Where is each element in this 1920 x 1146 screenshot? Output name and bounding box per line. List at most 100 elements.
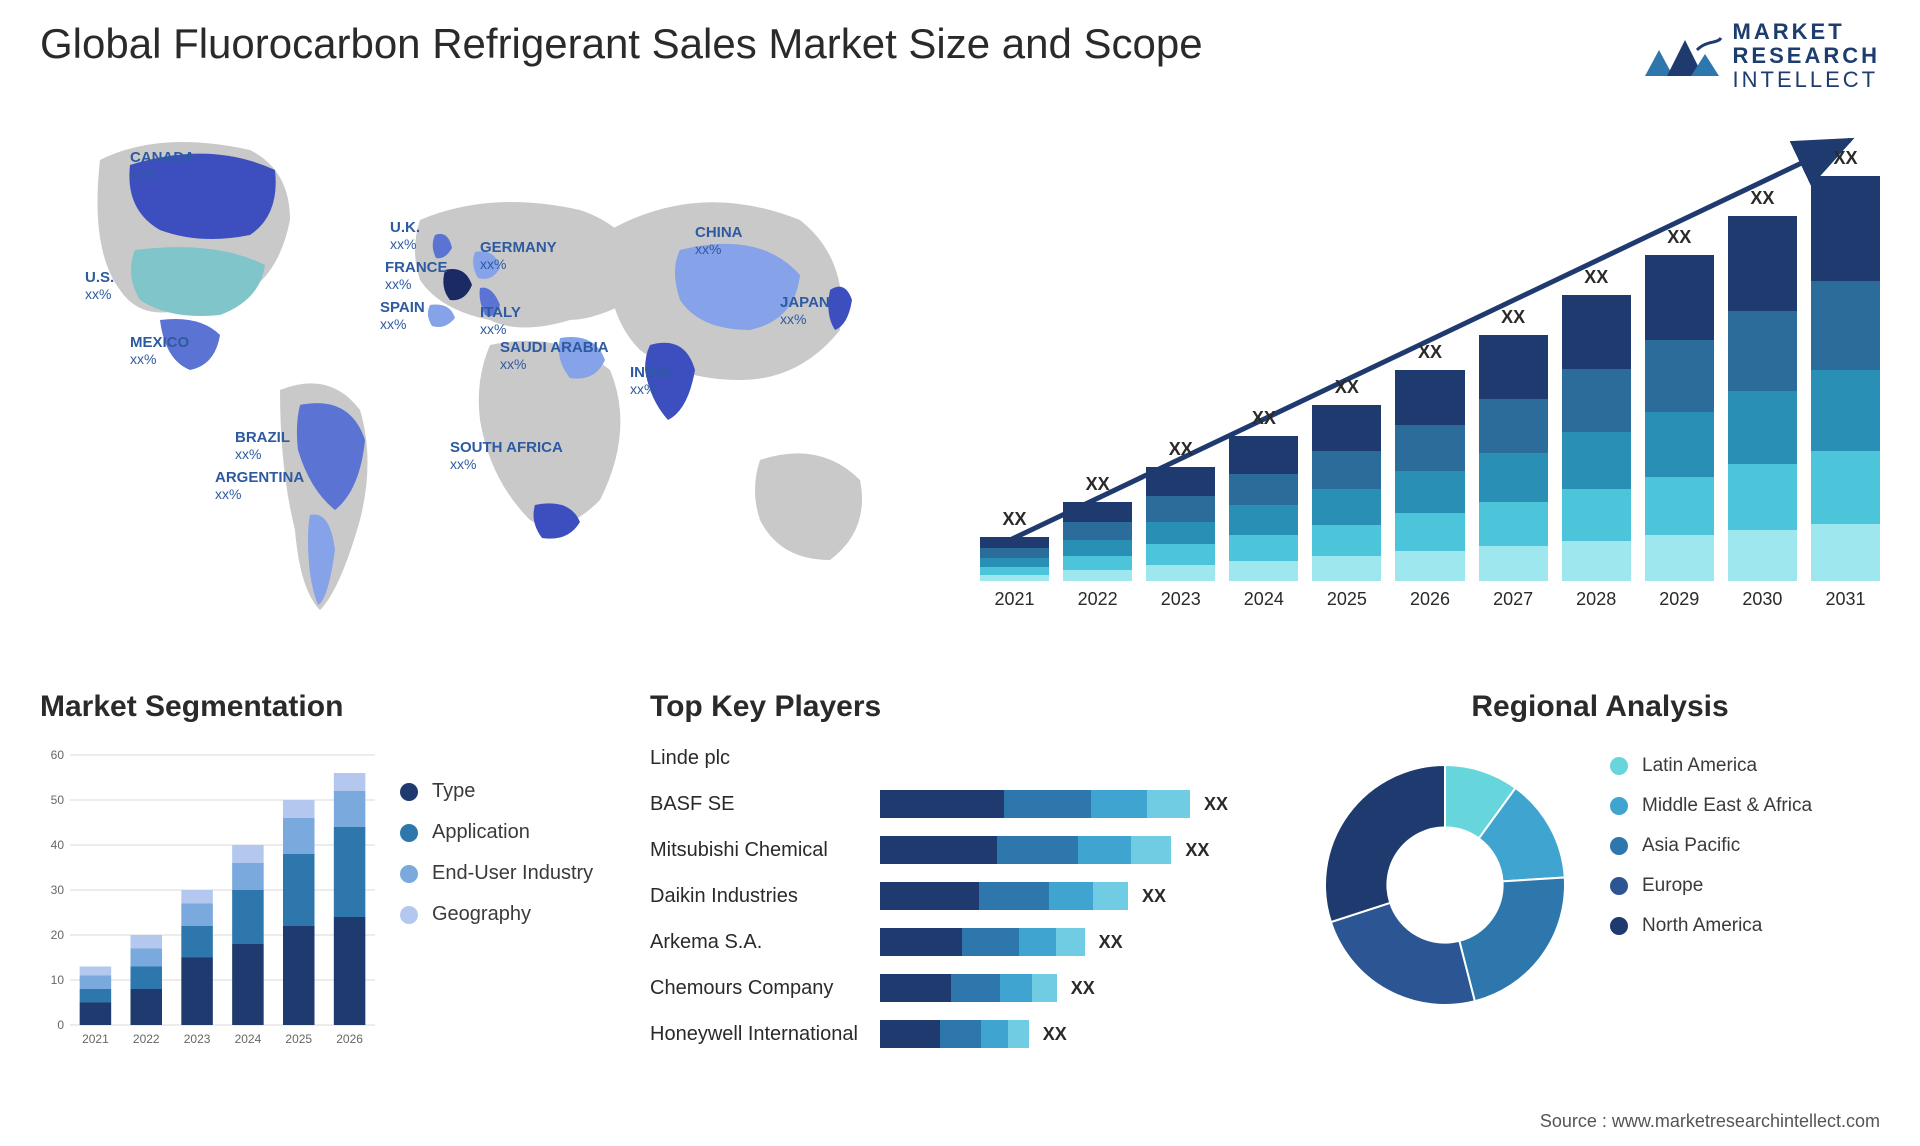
year-label: 2026 <box>1410 589 1450 610</box>
main-bar: XX <box>1063 502 1132 581</box>
svg-text:2026: 2026 <box>336 1032 363 1046</box>
world-map: CANADAxx%U.S.xx%MEXICOxx%BRAZILxx%ARGENT… <box>40 120 920 660</box>
main-bar: XX <box>1395 370 1464 581</box>
key-player-value: XX <box>1185 840 1209 861</box>
svg-text:30: 30 <box>51 883 65 897</box>
main-bar-column: XX2029 <box>1645 255 1714 610</box>
key-player-bar <box>880 882 1128 910</box>
year-label: 2021 <box>995 589 1035 610</box>
key-player-bar <box>880 974 1057 1002</box>
country-label: MEXICOxx% <box>130 335 189 367</box>
svg-text:20: 20 <box>51 928 65 942</box>
year-label: 2023 <box>1161 589 1201 610</box>
bar-value-label: XX <box>1833 148 1857 169</box>
country-label: U.S.xx% <box>85 270 114 302</box>
key-player-row: Daikin Industries XX <box>650 878 1270 914</box>
svg-text:0: 0 <box>57 1018 64 1032</box>
country-label: CHINAxx% <box>695 225 743 257</box>
key-player-name: Arkema S.A. <box>650 931 880 954</box>
key-player-value: XX <box>1043 1024 1067 1045</box>
year-label: 2025 <box>1327 589 1367 610</box>
svg-text:2025: 2025 <box>285 1032 312 1046</box>
legend-item: Geography <box>400 903 640 926</box>
country-label: U.K.xx% <box>390 220 420 252</box>
year-label: 2028 <box>1576 589 1616 610</box>
bar-value-label: XX <box>1501 307 1525 328</box>
svg-text:2023: 2023 <box>184 1032 211 1046</box>
bar-value-label: XX <box>1418 342 1442 363</box>
key-player-bar <box>880 790 1190 818</box>
country-label: SAUDI ARABIAxx% <box>500 340 609 372</box>
brand-logo: MARKET RESEARCH INTELLECT <box>1643 20 1880 93</box>
key-player-name: Mitsubishi Chemical <box>650 839 880 862</box>
segmentation-title: Market Segmentation <box>40 690 660 724</box>
key-player-value: XX <box>1071 978 1095 999</box>
key-player-row: Mitsubishi Chemical XX <box>650 832 1270 868</box>
regional-donut <box>1310 750 1580 1020</box>
main-growth-chart: XX2021XX2022XX2023XX2024XX2025XX2026XX20… <box>980 120 1880 650</box>
year-label: 2024 <box>1244 589 1284 610</box>
logo-text: MARKET RESEARCH INTELLECT <box>1733 20 1880 93</box>
main-bar-column: XX 2023 <box>1146 467 1215 610</box>
main-bar: XX <box>1146 467 1215 581</box>
regional-section: Regional Analysis Latin AmericaMiddle Ea… <box>1310 690 1890 1060</box>
main-bar-column: XX2025 <box>1312 405 1381 610</box>
bar-value-label: XX <box>1335 377 1359 398</box>
regional-legend: Latin AmericaMiddle East & AfricaAsia Pa… <box>1610 755 1870 955</box>
key-player-row: Honeywell International XX <box>650 1016 1270 1052</box>
main-bar: XX <box>1229 436 1298 581</box>
key-player-value: XX <box>1204 794 1228 815</box>
year-label: 2022 <box>1078 589 1118 610</box>
key-player-name: Chemours Company <box>650 977 880 1000</box>
legend-item: Europe <box>1610 875 1870 897</box>
country-label: ARGENTINAxx% <box>215 470 304 502</box>
key-player-row: Linde plc <box>650 740 1270 776</box>
country-label: JAPANxx% <box>780 295 830 327</box>
bar-value-label: XX <box>1252 408 1276 429</box>
main-bar-column: XX 2024 <box>1229 436 1298 610</box>
country-label: INDIAxx% <box>630 365 671 397</box>
legend-item: Asia Pacific <box>1610 835 1870 857</box>
regional-title: Regional Analysis <box>1310 690 1890 724</box>
key-player-name: Honeywell International <box>650 1023 880 1046</box>
key-player-row: Arkema S.A.XX <box>650 924 1270 960</box>
main-bar: XX <box>980 537 1049 581</box>
country-label: BRAZILxx% <box>235 430 290 462</box>
main-bar-column: XX2030 <box>1728 216 1797 610</box>
svg-text:10: 10 <box>51 973 65 987</box>
key-player-name: Daikin Industries <box>650 885 880 908</box>
svg-text:2024: 2024 <box>235 1032 262 1046</box>
main-bar-column: XX 2027 <box>1479 335 1548 610</box>
year-label: 2029 <box>1659 589 1699 610</box>
key-player-name: Linde plc <box>650 747 880 770</box>
legend-item: Latin America <box>1610 755 1870 777</box>
bar-value-label: XX <box>1667 227 1691 248</box>
main-bar: XX <box>1479 335 1548 581</box>
svg-text:40: 40 <box>51 838 65 852</box>
main-bar: XX <box>1562 295 1631 581</box>
bar-value-label: XX <box>1169 439 1193 460</box>
logo-mark-icon <box>1643 26 1723 86</box>
bar-value-label: XX <box>1584 267 1608 288</box>
bar-value-label: XX <box>1086 474 1110 495</box>
country-label: SPAINxx% <box>380 300 425 332</box>
legend-item: Type <box>400 780 640 803</box>
main-bar: XX <box>1728 216 1797 581</box>
segmentation-chart: 0102030405060202120222023202420252026 <box>40 750 380 1050</box>
key-player-row: Chemours Company XX <box>650 970 1270 1006</box>
main-bar-column: XX 2026 <box>1395 370 1464 610</box>
country-label: ITALYxx% <box>480 305 521 337</box>
bar-value-label: XX <box>1750 188 1774 209</box>
svg-text:2022: 2022 <box>133 1032 160 1046</box>
country-label: FRANCExx% <box>385 260 448 292</box>
key-player-name: BASF SE <box>650 793 880 816</box>
year-label: 2027 <box>1493 589 1533 610</box>
main-bar-column: XX2031 <box>1811 176 1880 610</box>
country-label: SOUTH AFRICAxx% <box>450 440 563 472</box>
key-players-title: Top Key Players <box>650 690 1280 724</box>
legend-item: Application <box>400 821 640 844</box>
key-player-value: XX <box>1142 886 1166 907</box>
country-label: GERMANYxx% <box>480 240 557 272</box>
segmentation-legend: TypeApplicationEnd-User IndustryGeograph… <box>400 780 640 944</box>
main-bar-column: XX 2022 <box>1063 502 1132 610</box>
